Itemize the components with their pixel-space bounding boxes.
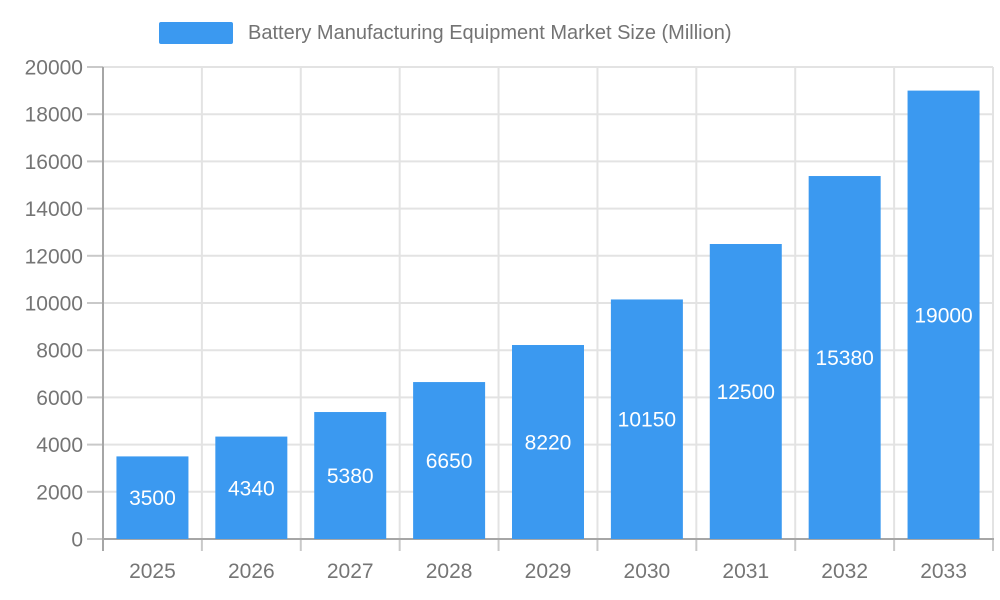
y-axis-label: 18000	[25, 104, 83, 127]
bar-value-label: 5380	[327, 465, 374, 488]
x-axis-label: 2025	[129, 560, 176, 583]
y-axis-label: 12000	[25, 245, 83, 268]
y-axis-label: 4000	[36, 434, 83, 457]
bar[interactable]	[808, 176, 881, 540]
bar[interactable]	[709, 244, 782, 539]
bar[interactable]	[907, 90, 980, 539]
x-axis-label: 2029	[525, 560, 572, 583]
y-axis-label: 8000	[36, 340, 83, 363]
x-axis-label: 2027	[327, 560, 374, 583]
legend-label: Battery Manufacturing Equipment Market S…	[248, 22, 732, 44]
bar[interactable]	[116, 456, 189, 539]
y-axis-label: 14000	[25, 198, 83, 221]
x-axis-label: 2033	[920, 560, 967, 583]
x-axis-label: 2031	[722, 560, 769, 583]
y-axis-label: 10000	[25, 293, 83, 316]
bar[interactable]	[413, 382, 486, 539]
y-axis-label: 6000	[36, 387, 83, 410]
bar[interactable]	[610, 299, 683, 539]
y-axis-label: 20000	[25, 57, 83, 80]
x-axis-label: 2026	[228, 560, 275, 583]
bar[interactable]	[314, 412, 387, 539]
bar-value-label: 12500	[717, 381, 775, 404]
y-axis-label: 2000	[36, 481, 83, 504]
bar-value-label: 15380	[815, 347, 873, 370]
legend-swatch	[159, 22, 233, 44]
legend-item[interactable]: Battery Manufacturing Equipment Market S…	[159, 21, 732, 45]
bar-value-label: 10150	[618, 409, 676, 432]
bar-value-label: 3500	[129, 487, 176, 510]
bar[interactable]	[215, 436, 288, 539]
x-axis-label: 2032	[821, 560, 868, 583]
x-axis-label: 2028	[426, 560, 473, 583]
bar-value-label: 19000	[914, 304, 972, 327]
y-axis-label: 16000	[25, 151, 83, 174]
y-axis-label: 0	[71, 529, 83, 552]
bar[interactable]	[512, 345, 584, 539]
bar-value-label: 4340	[228, 477, 275, 500]
bar-value-label: 6650	[426, 450, 473, 473]
bar-value-label: 8220	[525, 432, 572, 455]
x-axis-label: 2030	[624, 560, 671, 583]
